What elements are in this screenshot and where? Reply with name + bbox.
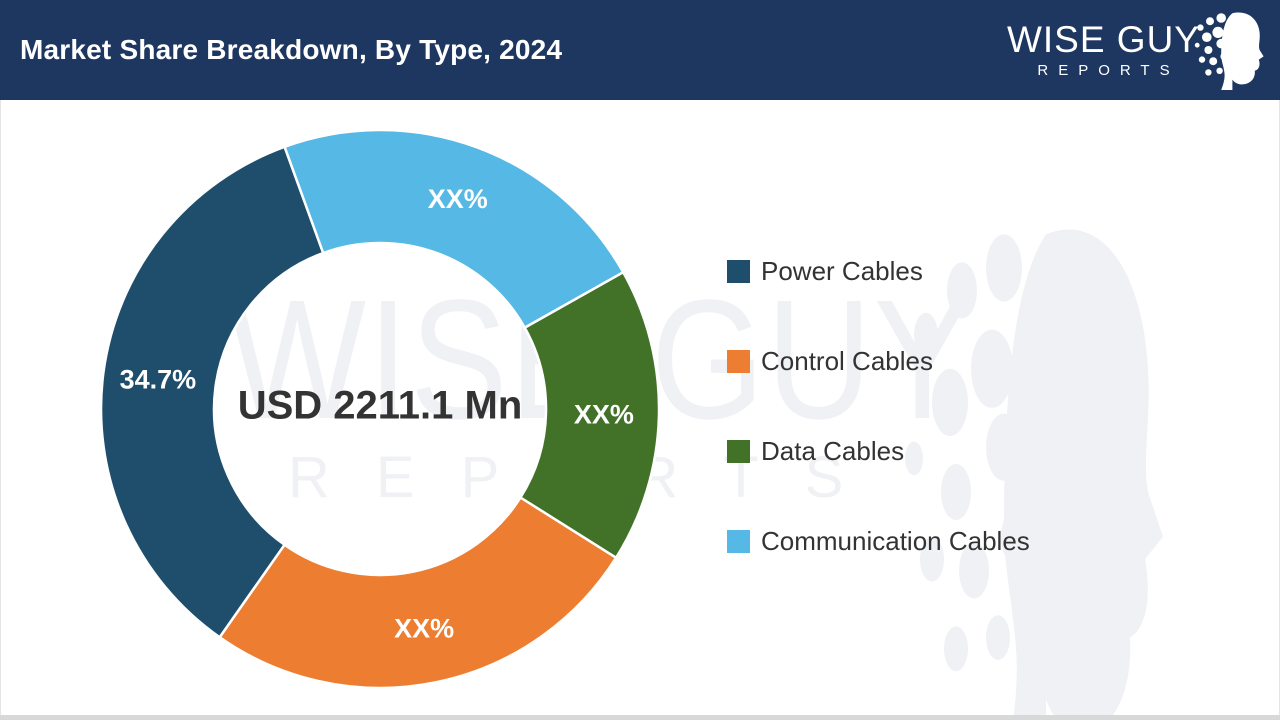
legend-label-communication-cables: Communication Cables xyxy=(761,526,1030,556)
bottom-border xyxy=(0,715,1280,720)
legend-label-power-cables: Power Cables xyxy=(761,256,923,286)
slice-value-communication-cables: XX% xyxy=(428,184,488,214)
brand-logo: WISE GUY REPORTS xyxy=(1007,8,1266,92)
page-title: Market Share Breakdown, By Type, 2024 xyxy=(20,34,563,65)
header-bar: Market Share Breakdown, By Type, 2024 WI… xyxy=(0,0,1280,100)
slice-value-control-cables: XX% xyxy=(394,614,454,644)
logo-face-icon xyxy=(1194,12,1264,91)
legend-item-control-cables: Control Cables xyxy=(727,348,1030,375)
legend-swatch-power-cables xyxy=(727,260,750,283)
slice-power-cables xyxy=(99,145,325,639)
watermark-face-icon xyxy=(905,229,1163,720)
logo-wordmark: WISE GUY xyxy=(1006,19,1200,60)
chart-center-value: USD 2211.1 Mn xyxy=(237,383,523,428)
legend-swatch-control-cables xyxy=(727,350,750,373)
slice-value-power-cables: 34.7% xyxy=(120,365,197,395)
legend-swatch-communication-cables xyxy=(727,530,750,553)
legend-swatch-data-cables xyxy=(727,440,750,463)
legend-item-data-cables: Data Cables xyxy=(727,438,1030,465)
slice-communication-cables xyxy=(283,128,625,329)
legend-item-communication-cables: Communication Cables xyxy=(727,528,1030,555)
legend-label-data-cables: Data Cables xyxy=(761,436,905,466)
legend-label-control-cables: Control Cables xyxy=(761,346,933,376)
slice-control-cables xyxy=(218,496,618,690)
logo-subtext: REPORTS xyxy=(1037,62,1180,79)
slice-data-cables xyxy=(519,270,661,559)
legend-item-power-cables: Power Cables xyxy=(727,258,1030,285)
left-border xyxy=(0,100,1,720)
chart-legend: Power Cables Control Cables Data Cables Com… xyxy=(727,258,1030,555)
slice-value-data-cables: XX% xyxy=(574,400,634,430)
